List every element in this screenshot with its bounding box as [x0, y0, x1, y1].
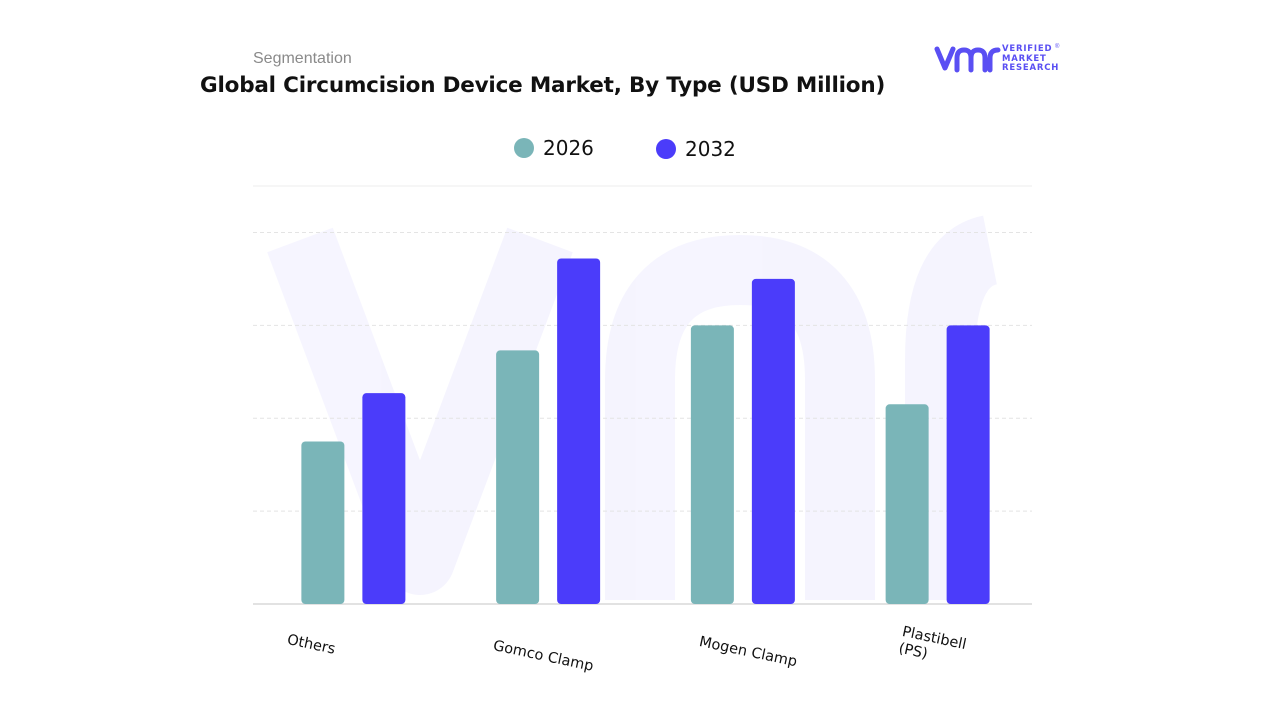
logo-line-1: VERIFIED	[1002, 44, 1053, 54]
legend-item-2032: 2032	[656, 137, 736, 161]
bar-2032-gomco-clamp	[557, 258, 601, 604]
logo-registered-mark: ®	[1055, 44, 1060, 50]
chart-subtitle: Segmentation	[253, 50, 352, 67]
chart-title: Global Circumcision Device Market, By Ty…	[200, 73, 886, 98]
logo-line-2: MARKET	[1002, 53, 1047, 64]
bar-2026-others	[301, 441, 345, 604]
logo-text: VERIFIED MARKET RESEARCH	[1002, 44, 1060, 74]
bar-2026-plastibell-ps	[885, 404, 929, 604]
chart-legend: 2026 2032	[0, 134, 1280, 164]
logo-line-3: RESEARCH	[1002, 63, 1060, 73]
bar-2032-mogen-clamp	[751, 278, 795, 604]
bar-2026-gomco-clamp	[496, 350, 540, 604]
vmr-logo-icon	[934, 46, 1001, 73]
legend-label-2026: 2026	[543, 136, 594, 160]
chart-bars	[301, 258, 990, 604]
legend-dot-2026-icon	[514, 138, 534, 158]
bar-2026-mogen-clamp	[690, 325, 734, 604]
vmr-watermark-icon	[267, 215, 1000, 600]
legend-item-2026: 2026	[514, 136, 594, 160]
bar-2032-plastibell-ps	[946, 325, 990, 604]
legend-dot-2032-icon	[656, 139, 676, 159]
bar-2032-others	[362, 393, 406, 604]
legend-label-2032: 2032	[685, 137, 736, 161]
